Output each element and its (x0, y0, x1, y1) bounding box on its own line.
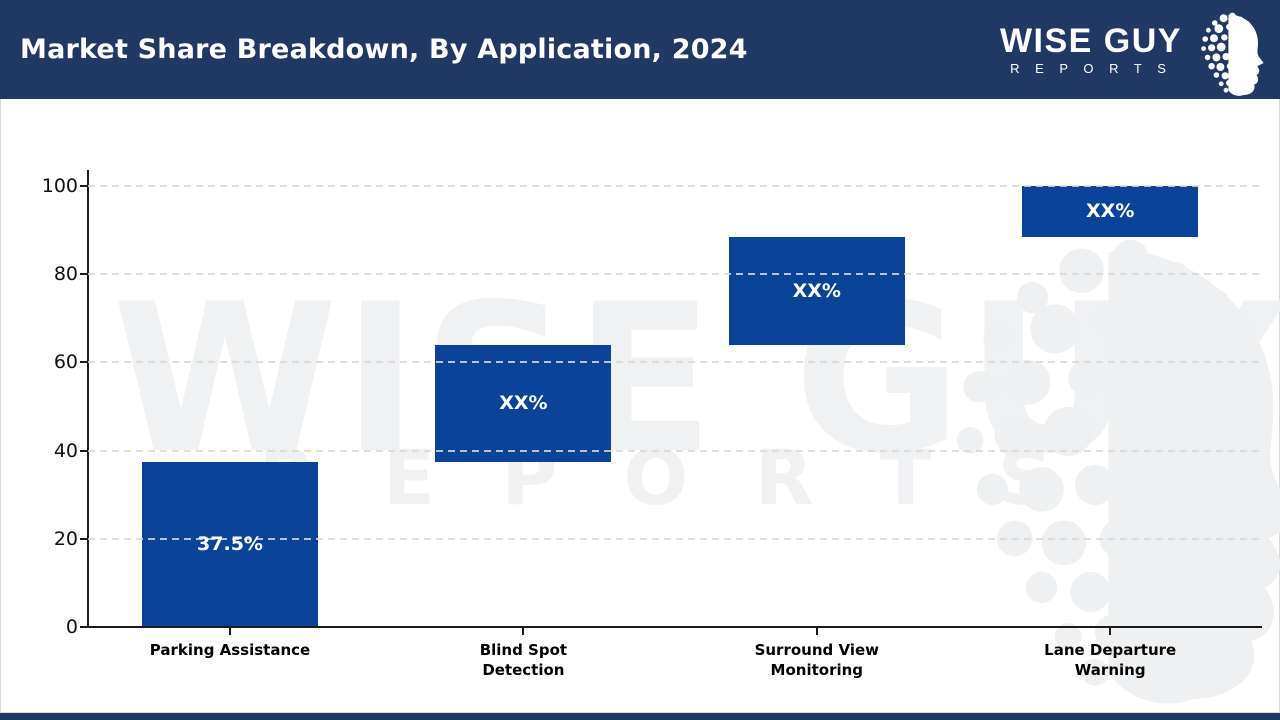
gridline (88, 361, 1262, 364)
y-tick-mark (80, 626, 87, 628)
y-axis (87, 170, 89, 628)
footer-bar (0, 713, 1280, 720)
gridline (88, 537, 1262, 540)
logo-subtitle: R E P O R T S (1010, 60, 1172, 76)
x-tick-mark (229, 627, 231, 635)
gridline (88, 449, 1262, 452)
y-tick-label: 60 (53, 351, 78, 374)
y-tick-mark (80, 185, 87, 187)
x-tick-mark (815, 627, 818, 635)
gridline (88, 273, 1262, 276)
logo-wordmark: WISE GUY (999, 21, 1182, 60)
x-category-label: Parking Assistance (149, 641, 311, 659)
gridline (88, 185, 1262, 187)
x-category-label: Surround View Monitoring (754, 641, 879, 679)
y-tick-label: 100 (41, 175, 78, 197)
logo-text: WISE GUY R E P O R T S (1000, 23, 1182, 77)
x-category-label: Blind Spot Detection (479, 641, 568, 679)
y-tick-mark (80, 273, 87, 276)
x-tick-mark (522, 627, 525, 635)
y-tick-label: 80 (53, 263, 78, 286)
bar-2 (435, 344, 612, 462)
y-tick-mark (80, 537, 87, 540)
x-tick-mark (1109, 627, 1112, 635)
bar-3 (728, 236, 905, 345)
y-tick-label: 0 (65, 616, 78, 638)
page-title: Market Share Breakdown, By Application, … (20, 34, 748, 65)
y-tick-label: 20 (53, 527, 78, 550)
bar-value-label: XX% (792, 279, 841, 302)
y-tick-mark (80, 449, 87, 452)
bar-value-label: XX% (1086, 200, 1135, 223)
x-axis (87, 626, 1262, 628)
header: Market Share Breakdown, By Application, … (0, 0, 1280, 99)
bar-value-label: 37.5% (197, 533, 263, 556)
bar-4 (1022, 186, 1199, 237)
y-tick-label: 40 (53, 439, 78, 462)
x-category-label: Lane Departure Warning (1044, 641, 1177, 679)
brand-logo: WISE GUY R E P O R T S (1000, 0, 1280, 99)
logo-head-icon (1186, 11, 1266, 99)
bar-1 (142, 461, 318, 627)
y-tick-mark (80, 361, 87, 364)
bar-value-label: XX% (499, 392, 548, 415)
